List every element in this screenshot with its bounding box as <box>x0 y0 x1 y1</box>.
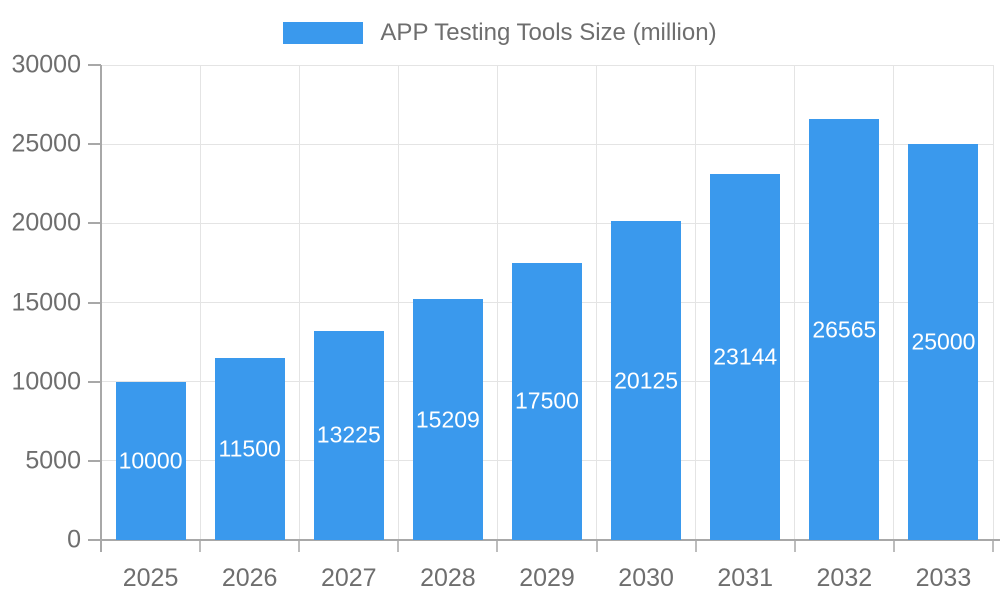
y-axis-tick-label: 5000 <box>25 446 81 475</box>
x-axis-tick <box>199 540 202 552</box>
bar-value-label: 20125 <box>614 367 679 394</box>
x-axis-tick-label: 2029 <box>519 564 575 592</box>
y-axis-tick-label: 15000 <box>11 288 81 316</box>
x-axis-tick-label: 2031 <box>717 564 774 592</box>
bar-value-label: 23144 <box>713 343 778 370</box>
y-axis-tick-label: 20000 <box>11 208 81 237</box>
bar-2027[interactable]: 13225 <box>313 330 384 540</box>
gridline-horizontal <box>101 143 993 145</box>
x-axis-tick-label: 2027 <box>320 564 377 592</box>
bar-value-label: 15209 <box>415 406 480 433</box>
y-axis-tick-label: 25000 <box>11 129 81 158</box>
bar-2029[interactable]: 17500 <box>512 262 582 540</box>
bar-value-label: 11500 <box>218 435 281 462</box>
bar-2028[interactable]: 15209 <box>412 299 483 540</box>
bar-2032[interactable]: 26565 <box>809 119 880 540</box>
x-axis-tick <box>892 540 895 552</box>
y-axis-tick <box>88 380 101 383</box>
gridline-vertical <box>496 65 498 540</box>
legend-label: APP Testing Tools Size (million) <box>380 19 717 46</box>
gridline-vertical <box>298 65 300 540</box>
bar-value-label: 17500 <box>515 387 579 414</box>
y-axis-tick <box>88 301 101 304</box>
gridline-vertical <box>695 65 697 540</box>
x-axis-tick <box>496 540 499 552</box>
bar-value-label: 10000 <box>118 447 183 474</box>
x-axis-tick-label: 2028 <box>420 564 476 592</box>
gridline-vertical <box>199 65 201 540</box>
chart-legend[interactable]: APP Testing Tools Size (million) <box>0 19 1000 47</box>
y-axis-tick-label: 10000 <box>11 367 81 396</box>
gridline-vertical <box>794 65 796 540</box>
y-axis-tick <box>88 459 101 462</box>
gridline-vertical <box>893 65 895 540</box>
x-axis-tick-label: 2026 <box>221 564 278 592</box>
gridline-vertical <box>596 65 598 540</box>
x-axis-tick <box>992 540 994 552</box>
bar-2033[interactable]: 25000 <box>908 144 979 540</box>
gridline-horizontal <box>101 64 993 66</box>
bar-2026[interactable]: 11500 <box>214 357 285 540</box>
x-axis-tick <box>595 540 598 552</box>
bar-2031[interactable]: 23144 <box>710 173 781 540</box>
plot-area: 0 5000 10000 15000 20000 25000 30000 10000 2025 1… <box>11 51 1000 592</box>
x-axis-tick <box>298 540 301 552</box>
x-axis-tick-label: 2030 <box>618 564 674 592</box>
y-axis-line <box>100 65 102 552</box>
x-axis-tick <box>694 540 697 552</box>
legend-swatch-icon <box>283 22 364 44</box>
x-axis-tick-label: 2033 <box>915 564 972 592</box>
x-axis-tick-label: 2025 <box>122 564 179 592</box>
bar-value-label: 13225 <box>316 421 381 448</box>
x-axis-line <box>88 539 1000 541</box>
gridline-horizontal <box>101 222 993 224</box>
y-axis-tick <box>88 64 101 66</box>
bar-value-label: 26565 <box>812 316 877 343</box>
y-axis-tick <box>88 143 101 146</box>
y-axis-tick-label: 30000 <box>11 50 81 79</box>
bar-2025[interactable]: 10000 <box>115 381 186 540</box>
x-axis-tick-label: 2032 <box>816 564 873 592</box>
bar-2030[interactable]: 20125 <box>611 221 682 540</box>
x-axis-tick <box>397 540 400 552</box>
y-axis-tick-label: 0 <box>67 525 81 554</box>
y-axis-tick <box>88 222 101 225</box>
gridline-vertical <box>992 65 994 540</box>
x-axis-tick <box>793 540 796 552</box>
gridline-vertical <box>397 65 399 540</box>
bar-value-label: 25000 <box>911 328 976 355</box>
